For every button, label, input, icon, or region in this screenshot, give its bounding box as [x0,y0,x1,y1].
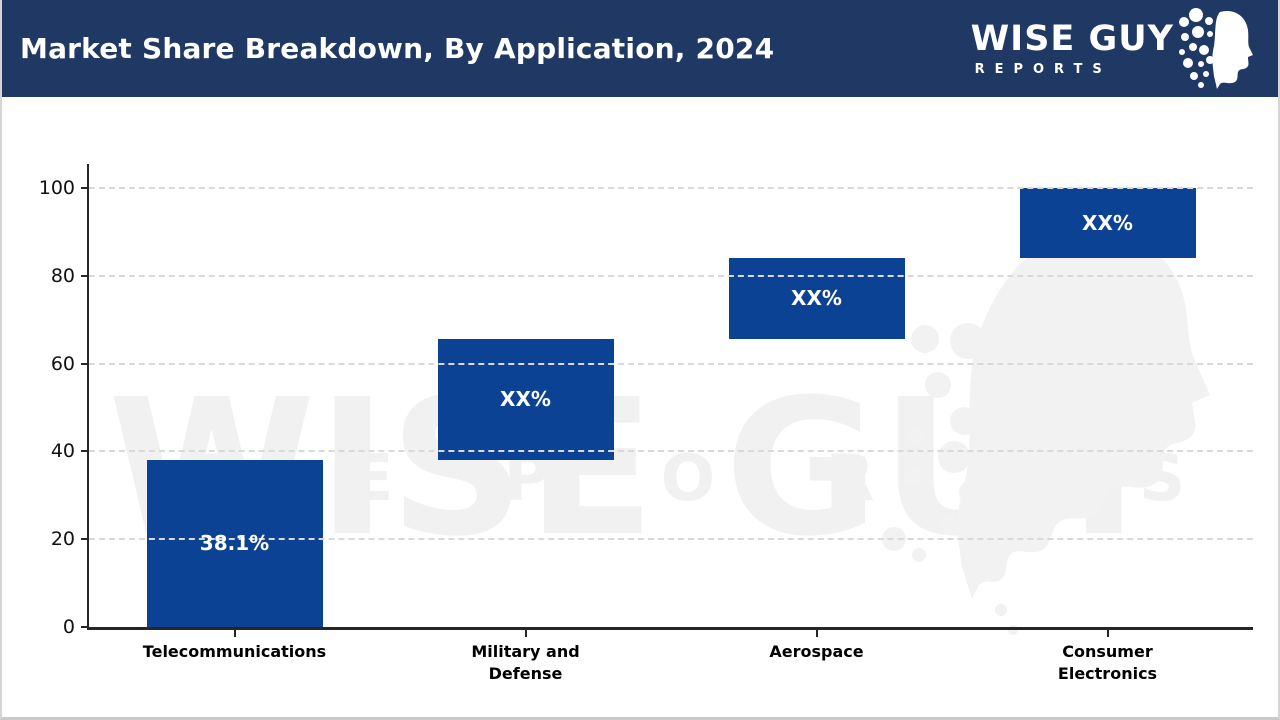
y-tick-mark [81,362,89,365]
gridline-100 [89,187,1253,189]
logo-subtitle: REPORTS [974,61,1112,77]
bar-value-label: XX% [1082,211,1133,236]
y-tick-label: 100 [38,177,75,199]
y-tick-mark [81,274,89,277]
y-tick-label: 0 [62,616,75,638]
chart-area: WISE GUY R E P O R T S 38.1% XX% XX% XX% 0 20… [0,97,1280,717]
x-tick-mark [233,630,236,637]
bar-value-label: XX% [791,286,842,311]
bar-value-label: XX% [500,387,551,412]
category-label-aerospace: Aerospace [769,642,864,661]
bar-military-and-defense [437,338,614,460]
bar-value-label: 38.1% [199,531,270,556]
y-tick-label: 40 [50,440,75,463]
y-tick-label: 60 [50,352,75,375]
gridline-60 [89,362,1253,365]
category-label-military-and-defense: Military and Defense [471,642,580,683]
category-label-telecommunications: Telecommunications [142,642,327,661]
y-axis [87,164,89,629]
y-tick-mark [81,538,89,541]
y-tick-mark [81,626,89,628]
y-tick-label: 20 [50,528,75,551]
x-tick-mark [524,630,527,637]
logo-text: WISE GUY REPORTS [970,18,1174,77]
category-label-consumer-electronics: Consumer Electronics [1057,642,1158,683]
x-axis [87,627,1253,630]
logo-head-icon [1179,7,1253,89]
y-tick-mark [81,450,89,453]
logo-wordmark: WISE GUY [970,18,1174,59]
gridline-20 [89,538,1253,541]
bar-telecommunications [146,459,323,627]
gridline-80 [89,274,1253,277]
y-tick-label: 80 [50,264,75,287]
y-tick-mark [81,187,89,189]
wise-guy-logo: WISE GUY REPORTS [971,6,1254,92]
header-bar: Market Share Breakdown, By Application, … [0,0,1280,97]
gridline-40 [89,450,1253,453]
bar-aerospace [728,258,905,339]
x-tick-mark [1106,630,1109,637]
bar-consumer-electronics [1019,188,1196,259]
watermark-head-icon [882,231,1210,635]
x-tick-mark [815,630,818,637]
page-title: Market Share Breakdown, By Application, … [20,32,775,65]
